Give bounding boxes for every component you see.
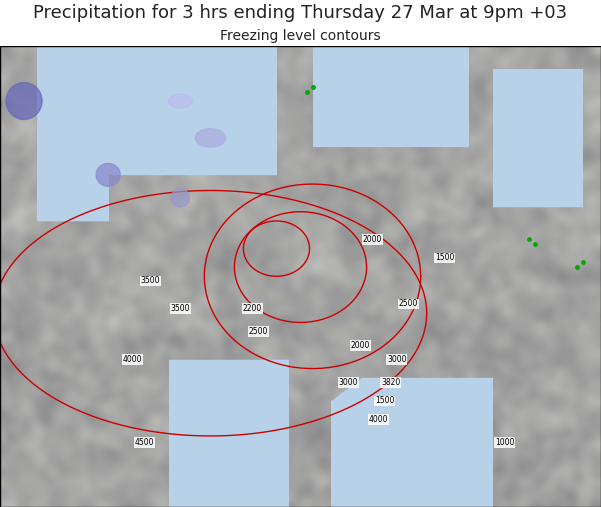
Ellipse shape [195, 129, 225, 147]
Text: 3500: 3500 [171, 304, 190, 313]
Text: Freezing level contours: Freezing level contours [220, 28, 381, 43]
Text: Precipitation for 3 hrs ending Thursday 27 Mar at 9pm +03: Precipitation for 3 hrs ending Thursday … [34, 4, 567, 22]
Text: 1500: 1500 [375, 396, 394, 406]
Text: 2500: 2500 [399, 300, 418, 308]
Text: 2000: 2000 [351, 341, 370, 350]
Text: 3000: 3000 [387, 355, 406, 364]
Ellipse shape [168, 94, 192, 108]
Text: 2500: 2500 [249, 327, 268, 336]
Text: 4000: 4000 [369, 415, 388, 424]
Text: 3000: 3000 [339, 378, 358, 387]
Text: 4500: 4500 [135, 438, 154, 447]
Text: 2200: 2200 [243, 304, 262, 313]
Text: 4000: 4000 [123, 355, 142, 364]
Text: 2000: 2000 [363, 235, 382, 244]
Text: 1000: 1000 [495, 438, 514, 447]
Ellipse shape [96, 163, 120, 187]
Ellipse shape [171, 189, 189, 207]
Ellipse shape [6, 83, 42, 120]
Text: 3500: 3500 [141, 276, 160, 285]
Text: 1500: 1500 [435, 254, 454, 262]
Text: 3820: 3820 [381, 378, 400, 387]
